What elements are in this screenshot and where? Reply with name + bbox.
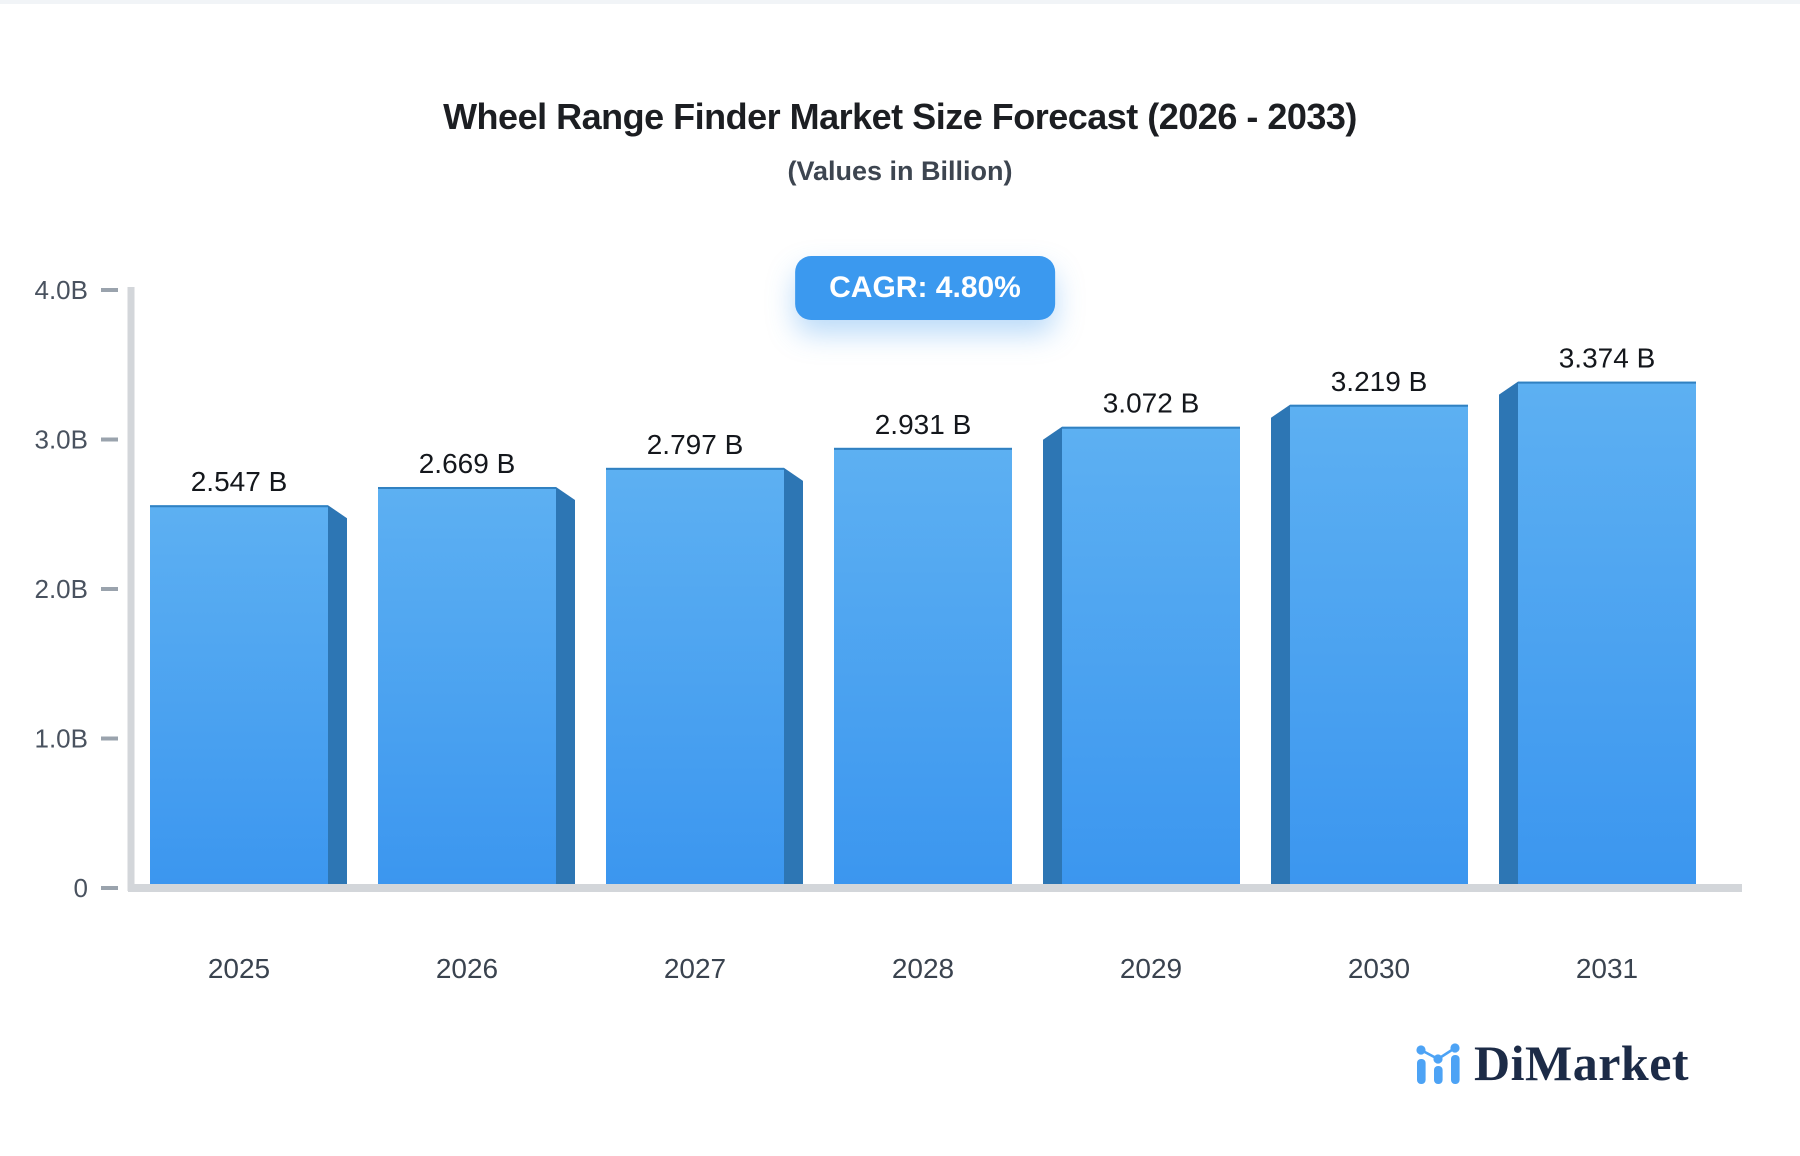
bar-value-label: 2.797 B — [647, 429, 744, 460]
brand-name: DiMarket — [1474, 1035, 1690, 1091]
bar — [378, 486, 556, 888]
chart-subtitle: (Values in Billion) — [787, 156, 1013, 186]
bar-group-2025: 2.547 B 2025 — [150, 466, 347, 984]
bar — [150, 505, 328, 888]
bar-value-label: 3.219 B — [1331, 366, 1428, 397]
bar — [1518, 381, 1696, 888]
bar-side-face — [1271, 404, 1290, 888]
bar-chart-logo-icon — [1416, 1043, 1460, 1084]
bar — [1062, 426, 1240, 888]
cagr-badge: CAGR: 4.80% — [795, 256, 1055, 320]
bar-side-face — [328, 505, 347, 888]
bar-group-2026: 2.669 B 2026 — [378, 448, 575, 984]
x-axis-label: 2029 — [1120, 953, 1182, 984]
bar-group-2031: 3.374 B 2031 — [1499, 343, 1696, 984]
bar-value-label: 3.072 B — [1103, 388, 1200, 419]
x-axis-label: 2025 — [208, 953, 270, 984]
bar-side-face — [1043, 426, 1062, 888]
bar-value-label: 2.931 B — [875, 409, 972, 440]
bar-side-face — [784, 467, 803, 888]
x-axis-label: 2031 — [1576, 953, 1638, 984]
y-axis-label: 4.0B — [35, 275, 89, 305]
bar-value-label: 2.669 B — [419, 448, 516, 479]
bar — [834, 447, 1012, 888]
bar-side-face — [1499, 381, 1518, 888]
brand-logo: DiMarket — [1415, 1035, 1690, 1091]
y-axis-label: 1.0B — [35, 724, 89, 754]
y-axis-label: 0 — [74, 873, 88, 903]
y-axis-label: 2.0B — [35, 574, 89, 604]
y-axis-label: 3.0B — [35, 425, 89, 455]
x-axis-label: 2030 — [1348, 953, 1410, 984]
bar — [606, 467, 784, 888]
top-border-strip — [0, 0, 1800, 4]
bar-group-2030: 3.219 B 2030 — [1271, 366, 1468, 984]
bar-group-2027: 2.797 B 2027 — [606, 429, 803, 984]
bar-value-label: 3.374 B — [1559, 343, 1656, 374]
x-axis-label: 2026 — [436, 953, 498, 984]
logo-icon-shapes — [1416, 1043, 1460, 1084]
bar-group-2028: 2.931 B 2028 — [834, 409, 1012, 984]
bar-value-label: 2.547 B — [191, 466, 288, 497]
chart-title: Wheel Range Finder Market Size Forecast … — [443, 96, 1357, 137]
bar-group-2029: 3.072 B 2029 — [1043, 388, 1240, 984]
bar-side-face — [556, 486, 575, 888]
x-axis-label: 2028 — [892, 953, 954, 984]
x-axis-label: 2027 — [664, 953, 726, 984]
bar — [1290, 404, 1468, 888]
